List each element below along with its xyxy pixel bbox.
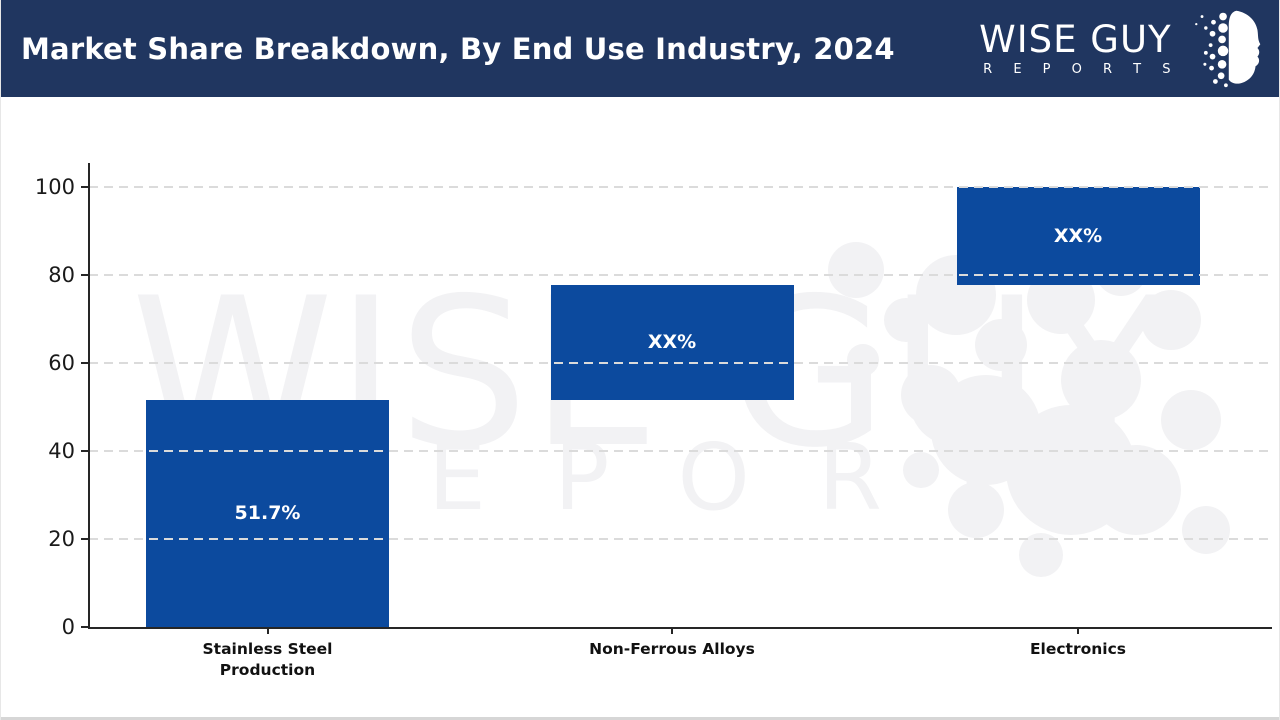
y-tick-mark — [81, 626, 88, 628]
y-axis-spine — [88, 163, 90, 629]
x-tick-label: Electronics — [1029, 640, 1127, 658]
brand-subname: R E P O R T S — [983, 62, 1179, 77]
bar: XX% — [956, 187, 1200, 285]
y-tick-label: 60 — [48, 351, 75, 375]
brand-wordmark: WISE GUY R E P O R T S — [979, 21, 1179, 76]
y-tick-label: 20 — [48, 527, 75, 551]
x-axis-spine — [88, 627, 1272, 629]
bottom-border — [1, 717, 1279, 720]
brand-name: WISE GUY — [979, 18, 1172, 61]
x-tick-label: Stainless Steel Production — [202, 640, 333, 679]
bar-value-label: XX% — [1053, 224, 1103, 247]
bar: 51.7% — [146, 399, 389, 627]
brand-logo: WISE GUY R E P O R T S — [979, 6, 1267, 92]
y-tick-label: 80 — [48, 263, 75, 287]
header-bar: Market Share Breakdown, By End Use Indus… — [1, 0, 1279, 97]
y-tick-mark — [81, 186, 88, 188]
dotted-face-icon — [1195, 10, 1261, 87]
watermark-face-icon — [828, 242, 1230, 577]
x-tick-mark — [671, 627, 673, 634]
x-tick-mark — [1077, 627, 1079, 634]
y-tick-label: 0 — [61, 615, 75, 639]
gridline — [89, 538, 1271, 540]
bar: XX% — [550, 284, 794, 400]
gridline — [89, 450, 1271, 452]
y-tick-mark — [81, 362, 88, 364]
gridline — [89, 186, 1271, 188]
y-tick-mark — [81, 274, 88, 276]
y-tick-mark — [81, 450, 88, 452]
bar-value-label: XX% — [647, 331, 697, 354]
x-tick-mark — [266, 627, 269, 634]
gridline — [89, 362, 1271, 364]
y-tick-label: 100 — [34, 175, 75, 199]
page-title: Market Share Breakdown, By End Use Indus… — [21, 31, 895, 66]
x-tick-label: Non-Ferrous Alloys — [589, 640, 755, 658]
gridline — [89, 274, 1271, 276]
y-tick-label: 40 — [48, 439, 75, 463]
bar-value-label: 51.7% — [234, 502, 301, 525]
y-tick-mark — [81, 538, 88, 540]
